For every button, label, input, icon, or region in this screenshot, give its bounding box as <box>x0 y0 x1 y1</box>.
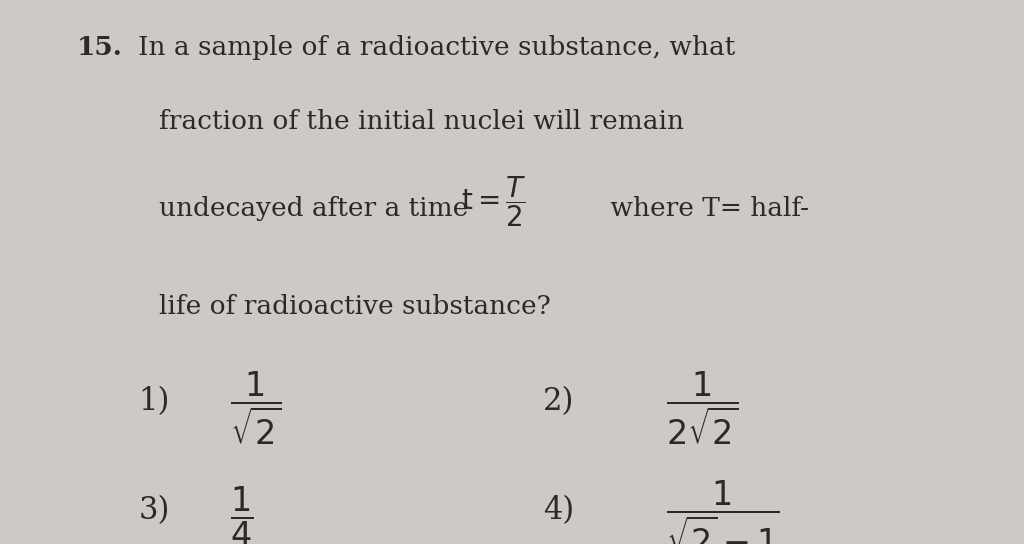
Text: In a sample of a radioactive substance, what: In a sample of a radioactive substance, … <box>138 35 735 60</box>
Text: where T= half-: where T= half- <box>602 196 809 221</box>
Text: 15.: 15. <box>77 35 123 60</box>
Text: 4): 4) <box>543 495 573 526</box>
Text: undecayed after a time: undecayed after a time <box>159 196 476 221</box>
Text: life of radioactive substance?: life of radioactive substance? <box>159 294 551 319</box>
Text: fraction of the initial nuclei will remain: fraction of the initial nuclei will rema… <box>159 109 684 134</box>
Text: $\dfrac{1}{4}$: $\dfrac{1}{4}$ <box>230 485 254 544</box>
Text: $\mathrm{t} = \dfrac{T}{2}$: $\mathrm{t} = \dfrac{T}{2}$ <box>461 174 526 228</box>
Text: $\dfrac{1}{2\sqrt{2}}$: $\dfrac{1}{2\sqrt{2}}$ <box>666 369 738 447</box>
Text: 1): 1) <box>138 386 170 417</box>
Text: 2): 2) <box>543 386 574 417</box>
Text: $\dfrac{1}{\sqrt{2}}$: $\dfrac{1}{\sqrt{2}}$ <box>230 369 282 447</box>
Text: 3): 3) <box>138 495 170 526</box>
Text: $\dfrac{1}{\sqrt{2}-1}$: $\dfrac{1}{\sqrt{2}-1}$ <box>666 478 779 544</box>
